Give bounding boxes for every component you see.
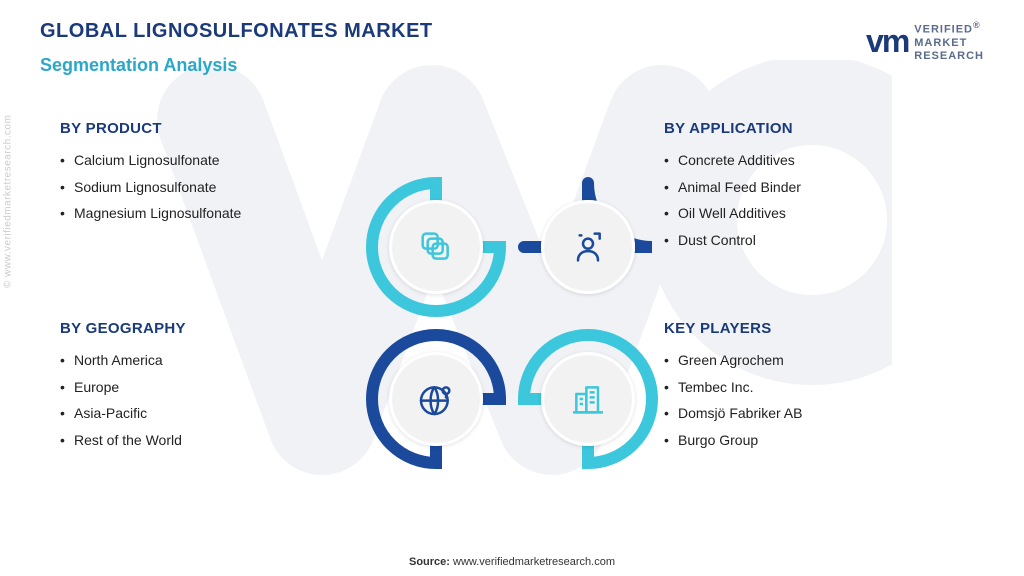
section-title-application: BY APPLICATION bbox=[664, 120, 964, 137]
list-item: Calcium Lignosulfonate bbox=[60, 147, 360, 174]
list-item: Burgo Group bbox=[664, 427, 964, 454]
list-item: Europe bbox=[60, 374, 360, 401]
section-list-product: Calcium Lignosulfonate Sodium Lignosulfo… bbox=[60, 147, 360, 227]
icon-circle-geography bbox=[389, 352, 483, 446]
page-title: GLOBAL LIGNOSULFONATES MARKET bbox=[40, 20, 433, 43]
list-item: North America bbox=[60, 347, 360, 374]
petal-diagram bbox=[362, 173, 662, 473]
logo-line2: MARKET bbox=[914, 37, 984, 50]
list-item: Concrete Additives bbox=[664, 147, 964, 174]
globe-icon bbox=[416, 379, 456, 419]
section-list-application: Concrete Additives Animal Feed Binder Oi… bbox=[664, 147, 964, 253]
list-item: Rest of the World bbox=[60, 427, 360, 454]
section-players: KEY PLAYERS Green Agrochem Tembec Inc. D… bbox=[664, 320, 964, 453]
section-product: BY PRODUCT Calcium Lignosulfonate Sodium… bbox=[60, 120, 360, 227]
list-item: Green Agrochem bbox=[664, 347, 964, 374]
logo-mark: vm bbox=[866, 23, 908, 60]
building-icon bbox=[568, 379, 608, 419]
diagram-stage: BY PRODUCT Calcium Lignosulfonate Sodium… bbox=[0, 100, 1024, 546]
source-citation: Source: www.verifiedmarketresearch.com bbox=[0, 556, 1024, 568]
section-geography: BY GEOGRAPHY North America Europe Asia-P… bbox=[60, 320, 360, 453]
list-item: Magnesium Lignosulfonate bbox=[60, 200, 360, 227]
section-title-geography: BY GEOGRAPHY bbox=[60, 320, 360, 337]
header: GLOBAL LIGNOSULFONATES MARKET Segmentati… bbox=[40, 20, 984, 76]
logo-line3: RESEARCH bbox=[914, 50, 984, 63]
list-item: Sodium Lignosulfonate bbox=[60, 174, 360, 201]
list-item: Tembec Inc. bbox=[664, 374, 964, 401]
logo-text: VERIFIED® MARKET RESEARCH bbox=[914, 20, 984, 63]
person-icon bbox=[568, 227, 608, 267]
icon-circle-players bbox=[541, 352, 635, 446]
section-title-players: KEY PLAYERS bbox=[664, 320, 964, 337]
icon-circle-product bbox=[389, 200, 483, 294]
page-subtitle: Segmentation Analysis bbox=[40, 55, 433, 76]
logo-line1: VERIFIED® bbox=[914, 20, 984, 37]
title-block: GLOBAL LIGNOSULFONATES MARKET Segmentati… bbox=[40, 20, 433, 76]
section-list-geography: North America Europe Asia-Pacific Rest o… bbox=[60, 347, 360, 453]
icon-circle-application bbox=[541, 200, 635, 294]
brand-logo: vm VERIFIED® MARKET RESEARCH bbox=[866, 20, 984, 63]
section-list-players: Green Agrochem Tembec Inc. Domsjö Fabrik… bbox=[664, 347, 964, 453]
layers-icon bbox=[416, 227, 456, 267]
list-item: Asia-Pacific bbox=[60, 400, 360, 427]
list-item: Oil Well Additives bbox=[664, 200, 964, 227]
section-title-product: BY PRODUCT bbox=[60, 120, 360, 137]
list-item: Dust Control bbox=[664, 227, 964, 254]
section-application: BY APPLICATION Concrete Additives Animal… bbox=[664, 120, 964, 253]
list-item: Animal Feed Binder bbox=[664, 174, 964, 201]
list-item: Domsjö Fabriker AB bbox=[664, 400, 964, 427]
